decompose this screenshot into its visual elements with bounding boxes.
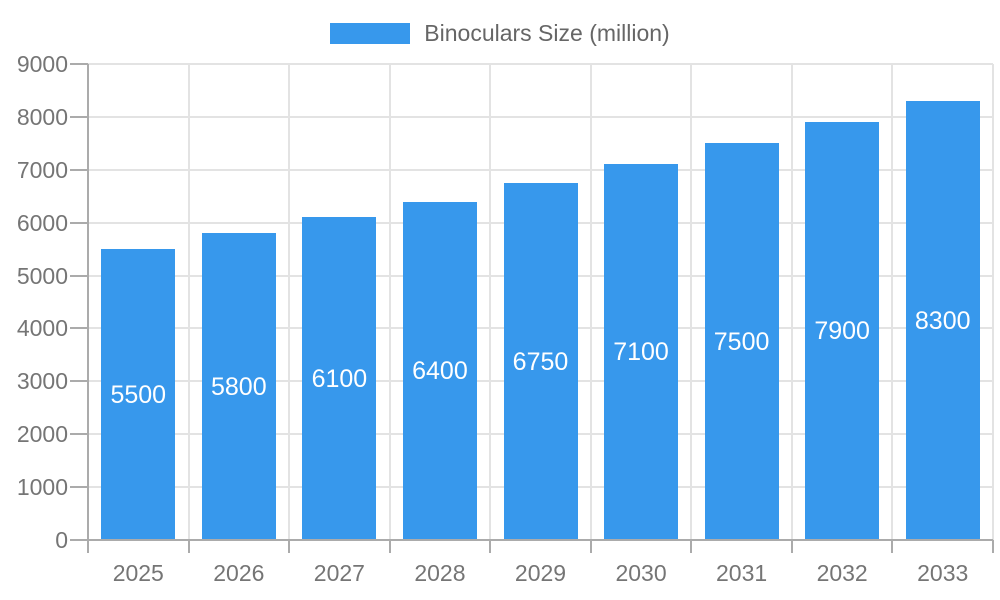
bar-value-label: 5800: [211, 372, 267, 401]
bar[interactable]: [402, 201, 477, 540]
bar[interactable]: [201, 233, 276, 540]
legend-series-label: Binoculars Size (million): [424, 19, 670, 46]
x-tick-label: 2026: [213, 560, 265, 586]
x-gridline: [187, 64, 190, 540]
x-tick: [489, 540, 492, 553]
bar[interactable]: [604, 164, 679, 540]
y-tick: [70, 168, 88, 171]
x-gridline: [790, 64, 793, 540]
x-tick-label: 2031: [716, 560, 768, 586]
bar-value-label: 6100: [311, 364, 368, 393]
x-tick: [790, 540, 793, 553]
x-tick: [87, 540, 89, 553]
x-tick: [992, 540, 994, 553]
x-gridline: [288, 64, 291, 540]
x-gridline: [489, 64, 492, 540]
x-tick: [589, 540, 592, 553]
x-tick: [690, 540, 693, 553]
x-tick-label: 2029: [514, 560, 567, 586]
y-tick-label: 5000: [16, 262, 68, 289]
y-gridline: [88, 115, 993, 118]
bar[interactable]: [302, 217, 377, 540]
x-tick-label: 2030: [615, 560, 667, 586]
y-axis-line: [87, 64, 89, 553]
y-tick-label: 3000: [16, 368, 68, 395]
y-tick: [70, 63, 88, 65]
y-tick: [70, 433, 88, 436]
x-tick-label: 2032: [816, 560, 868, 586]
x-tick-label: 2025: [112, 560, 164, 586]
bar-value-label: 7500: [713, 327, 770, 356]
y-gridline: [88, 63, 993, 65]
bar[interactable]: [704, 143, 779, 540]
y-tick-label: 2000: [16, 421, 68, 448]
bar-value-label: 6750: [512, 347, 569, 376]
y-tick: [70, 274, 88, 277]
bar-value-label: 7900: [814, 317, 870, 346]
x-tick-label: 2027: [313, 560, 365, 586]
x-tick: [288, 540, 291, 553]
x-tick-label: 2028: [414, 560, 466, 586]
y-tick-label: 9000: [16, 51, 68, 77]
bar-value-label: 8300: [914, 306, 971, 335]
y-tick: [70, 327, 88, 330]
bar[interactable]: [905, 101, 980, 540]
y-tick-label: 8000: [16, 103, 68, 130]
y-tick-label: 1000: [16, 474, 68, 501]
x-gridline: [388, 64, 391, 540]
x-tick: [187, 540, 190, 553]
y-tick-label: 4000: [16, 315, 68, 342]
y-tick: [70, 380, 88, 383]
x-tick: [891, 540, 894, 553]
x-gridline: [589, 64, 592, 540]
bar-value-label: 7100: [613, 338, 669, 367]
x-tick-label: 2033: [917, 560, 969, 586]
y-tick-label: 7000: [16, 156, 68, 183]
legend-swatch-icon: [330, 22, 411, 44]
y-tick: [70, 115, 88, 118]
bar[interactable]: [503, 183, 578, 540]
bar[interactable]: [101, 249, 176, 540]
x-axis-line: [88, 539, 993, 541]
y-tick-label: 0: [55, 527, 68, 553]
y-tick: [70, 486, 88, 489]
bar-value-label: 6400: [412, 356, 468, 385]
legend[interactable]: Binoculars Size (million): [0, 18, 1000, 48]
y-gridline: [88, 168, 993, 171]
x-gridline: [891, 64, 894, 540]
y-tick-label: 6000: [16, 209, 68, 236]
bar-value-label: 5500: [110, 380, 167, 409]
x-tick: [388, 540, 391, 553]
x-gridline: [690, 64, 693, 540]
plot-area: 5500 5800 6100 6400 6750 7100 7500 7900 8300: [70, 63, 994, 553]
y-tick: [70, 221, 88, 224]
y-tick: [70, 539, 88, 541]
bar[interactable]: [805, 122, 880, 540]
x-gridline: [992, 64, 994, 540]
